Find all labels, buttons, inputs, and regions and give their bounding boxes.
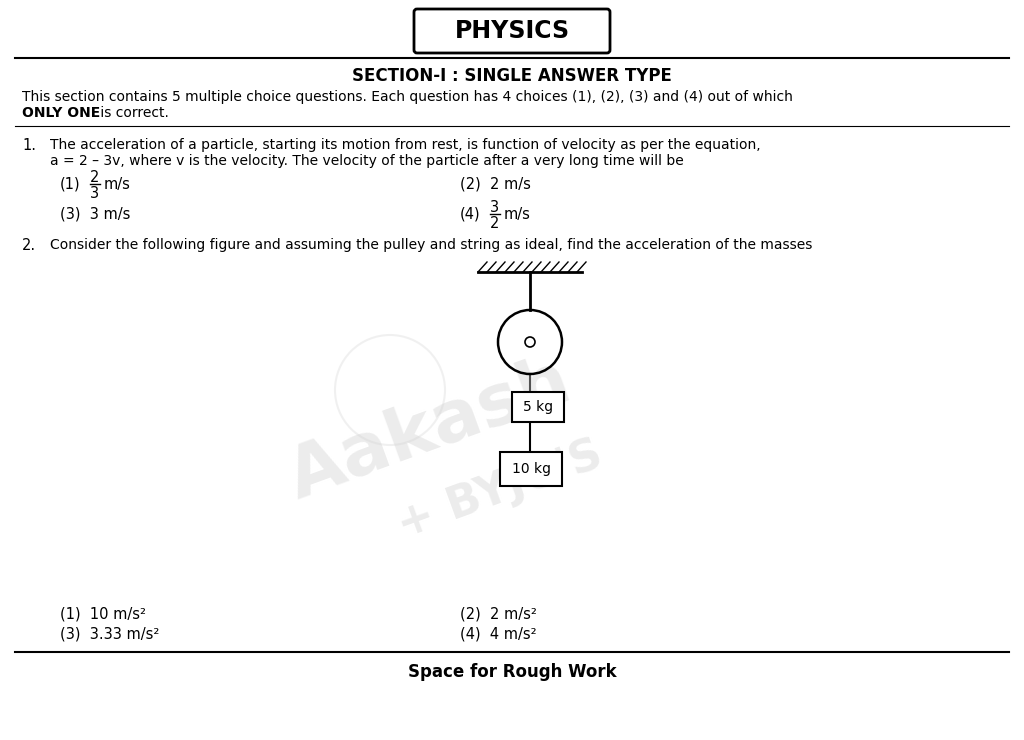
Text: 5 kg: 5 kg [523, 400, 553, 414]
Text: (3)  3.33 m/s²: (3) 3.33 m/s² [60, 627, 160, 642]
Text: 3: 3 [490, 201, 499, 215]
Text: Consider the following figure and assuming the pulley and string as ideal, find : Consider the following figure and assumi… [50, 238, 812, 252]
Text: (1): (1) [60, 177, 81, 192]
Text: (4)  4 m/s²: (4) 4 m/s² [460, 627, 537, 642]
Bar [500, 452, 562, 486]
Text: (2)  2 m/s²: (2) 2 m/s² [460, 607, 537, 622]
Text: (3)  3 m/s: (3) 3 m/s [60, 206, 130, 221]
Text: a = 2 – 3v, where v is the velocity. The velocity of the particle after a very l: a = 2 – 3v, where v is the velocity. The… [50, 154, 684, 168]
Text: (2)  2 m/s: (2) 2 m/s [460, 177, 530, 192]
Text: 2: 2 [90, 170, 99, 186]
Text: PHYSICS: PHYSICS [455, 19, 569, 43]
Text: 2: 2 [490, 215, 500, 230]
Text: ONLY ONE: ONLY ONE [22, 106, 100, 120]
Text: 1.: 1. [22, 138, 36, 152]
Text: This section contains 5 multiple choice questions. Each question has 4 choices (: This section contains 5 multiple choice … [22, 90, 793, 104]
Text: is correct.: is correct. [96, 106, 169, 120]
Text: Aakash: Aakash [280, 347, 581, 513]
FancyBboxPatch shape [414, 9, 610, 53]
Text: (1)  10 m/s²: (1) 10 m/s² [60, 607, 146, 622]
Text: (4): (4) [460, 206, 480, 221]
Text: SECTION-I : SINGLE ANSWER TYPE: SECTION-I : SINGLE ANSWER TYPE [352, 67, 672, 85]
Text: m/s: m/s [104, 177, 131, 192]
Text: 2.: 2. [22, 238, 36, 252]
Text: + BYJU'S: + BYJU'S [391, 433, 608, 547]
Text: Space for Rough Work: Space for Rough Work [408, 663, 616, 681]
Text: The acceleration of a particle, starting its motion from rest, is function of ve: The acceleration of a particle, starting… [50, 138, 761, 152]
Bar [512, 392, 564, 422]
Text: m/s: m/s [504, 206, 530, 221]
Text: 3: 3 [90, 186, 99, 201]
Text: 10 kg: 10 kg [512, 462, 551, 476]
